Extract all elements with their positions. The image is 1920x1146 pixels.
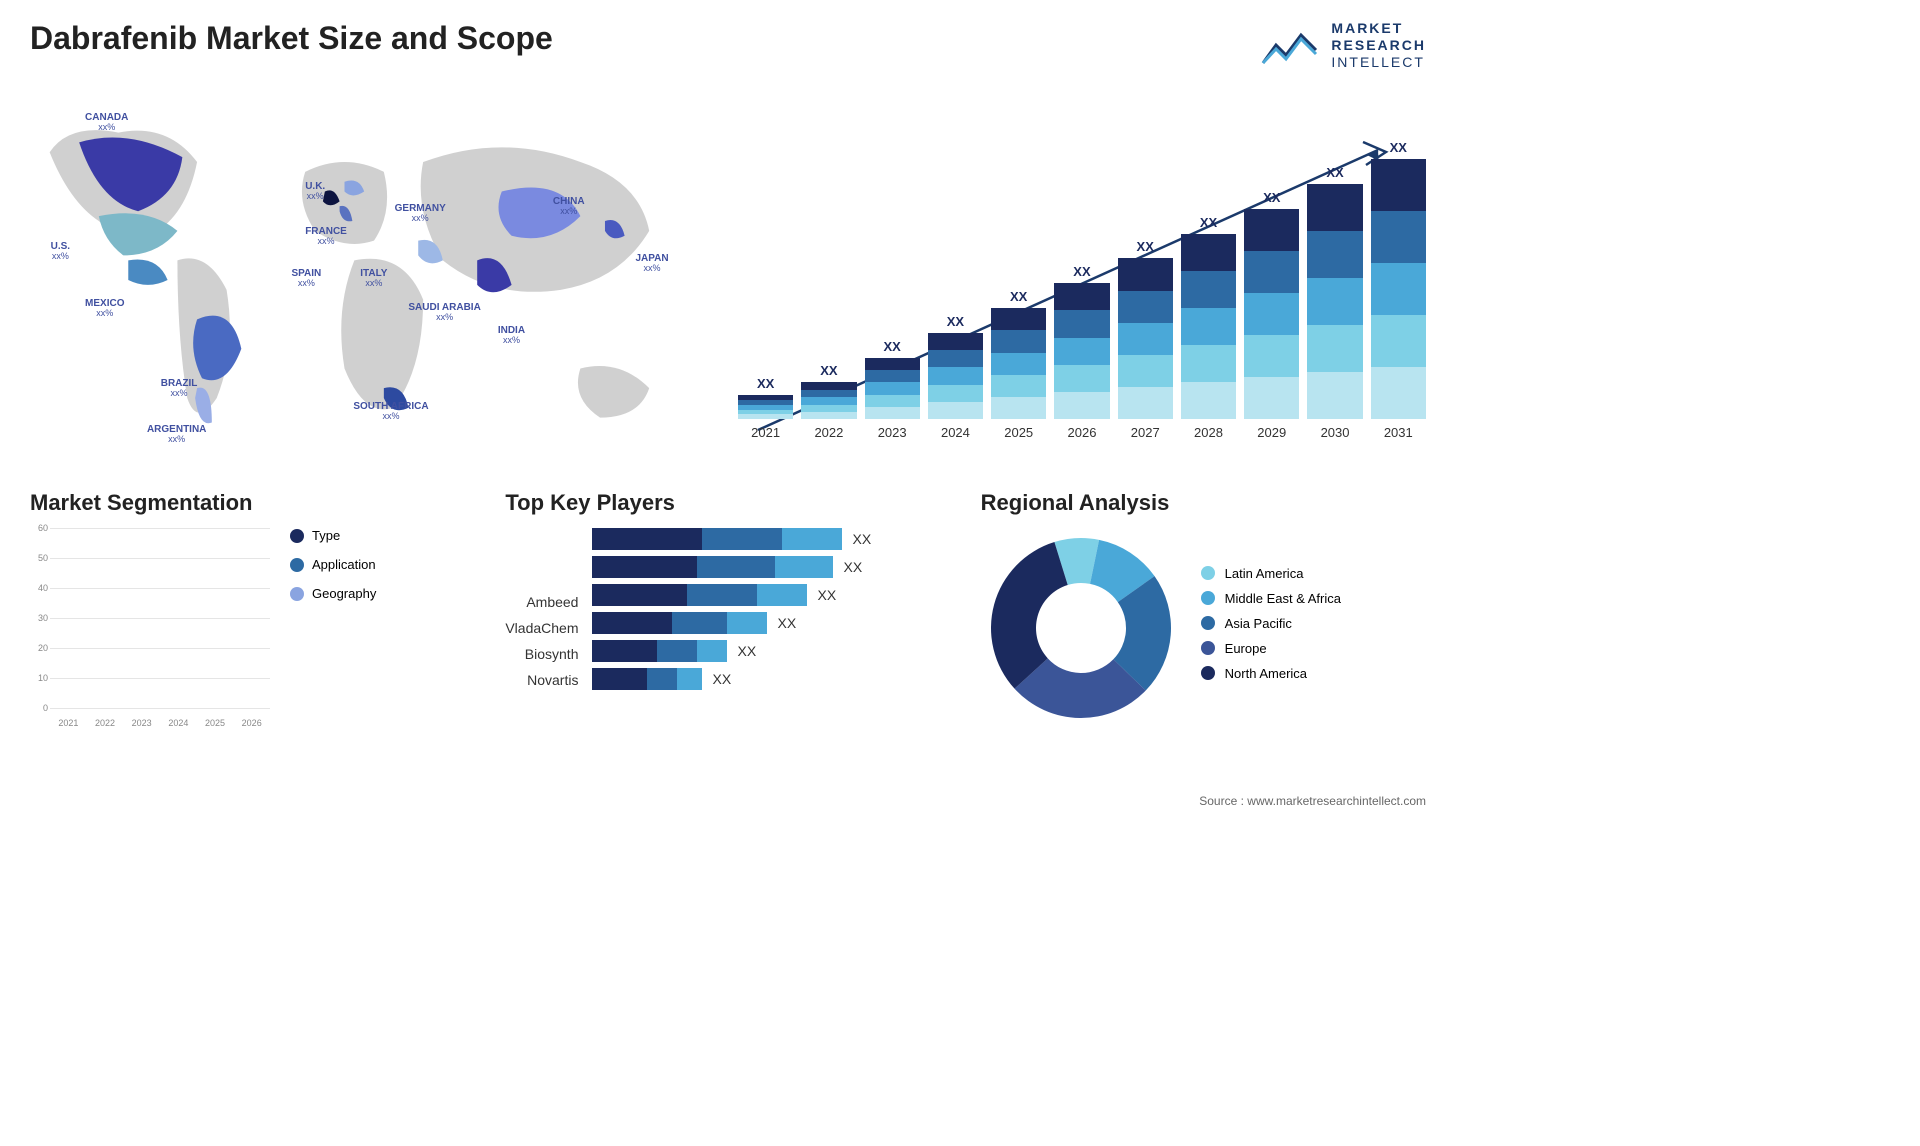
map-country-label: ITALYxx% [360, 269, 387, 288]
map-country-label: FRANCExx% [305, 227, 347, 246]
keyplayer-bar: XX [592, 640, 950, 662]
forecast-year-label: 2025 [1004, 425, 1033, 440]
forecast-bar: XX 2026 [1054, 264, 1109, 440]
keyplayer-value-label: XX [737, 643, 756, 659]
regional-legend-item: Europe [1201, 641, 1341, 656]
forecast-bar: XX 2021 [738, 376, 793, 441]
segmentation-legend: Type Application Geography [290, 528, 376, 728]
forecast-bar: XX 2029 [1244, 190, 1299, 440]
page-title: Dabrafenib Market Size and Scope [30, 20, 553, 57]
logo-line1: MARKET [1331, 20, 1426, 37]
segmentation-legend-item: Type [290, 528, 376, 543]
forecast-year-label: 2022 [814, 425, 843, 440]
map-country-label: JAPANxx% [635, 254, 668, 273]
segmentation-year-label: 2022 [87, 718, 124, 728]
map-country-label: MEXICOxx% [85, 299, 124, 318]
regional-legend-item: Asia Pacific [1201, 616, 1341, 631]
forecast-value-label: XX [1326, 165, 1343, 180]
segmentation-legend-item: Geography [290, 586, 376, 601]
forecast-bar: XX 2027 [1118, 239, 1173, 440]
forecast-value-label: XX [1073, 264, 1090, 279]
forecast-value-label: XX [820, 363, 837, 378]
segmentation-title: Market Segmentation [30, 490, 475, 516]
logo-line3: INTELLECT [1331, 54, 1426, 71]
keyplayer-bar: XX [592, 612, 950, 634]
segmentation-legend-item: Application [290, 557, 376, 572]
keyplayer-name: Ambeed [505, 594, 578, 610]
keyplayers-names: Ambeed VladaChem Biosynth Novartis [505, 528, 578, 690]
map-country-label: ARGENTINAxx% [147, 425, 206, 444]
keyplayer-bar: XX [592, 528, 950, 550]
segmentation-chart: 0102030405060 202120222023202420252026 [30, 528, 270, 728]
forecast-year-label: 2028 [1194, 425, 1223, 440]
forecast-year-label: 2023 [878, 425, 907, 440]
forecast-value-label: XX [947, 314, 964, 329]
forecast-bar: XX 2028 [1181, 215, 1236, 441]
forecast-year-label: 2024 [941, 425, 970, 440]
regional-legend-item: North America [1201, 666, 1341, 681]
forecast-year-label: 2021 [751, 425, 780, 440]
keyplayer-value-label: XX [777, 615, 796, 631]
keyplayer-value-label: XX [817, 587, 836, 603]
regional-legend: Latin America Middle East & Africa Asia Pa… [1201, 566, 1341, 691]
keyplayers-chart: XX XX XX XX XX XX [592, 528, 950, 690]
logo-icon [1261, 25, 1321, 65]
world-map-panel: CANADAxx% U.S.xx% MEXICOxx% BRAZILxx% ARGENT… [30, 90, 718, 470]
map-country-label: CANADAxx% [85, 113, 128, 132]
regional-legend-item: Middle East & Africa [1201, 591, 1341, 606]
map-country-label: SOUTH AFRICAxx% [353, 402, 428, 421]
forecast-value-label: XX [1390, 140, 1407, 155]
forecast-value-label: XX [1010, 289, 1027, 304]
keyplayer-name: VladaChem [505, 620, 578, 636]
keyplayers-title: Top Key Players [505, 490, 950, 516]
map-country-label: SPAINxx% [291, 269, 321, 288]
keyplayer-name: Novartis [505, 672, 578, 688]
forecast-year-label: 2027 [1131, 425, 1160, 440]
keyplayer-bar: XX [592, 556, 950, 578]
forecast-value-label: XX [1137, 239, 1154, 254]
segmentation-year-label: 2021 [50, 718, 87, 728]
regional-panel: Regional Analysis Latin America Middle Ea… [981, 490, 1426, 728]
map-country-label: GERMANYxx% [395, 204, 446, 223]
segmentation-year-label: 2024 [160, 718, 197, 728]
keyplayer-value-label: XX [712, 671, 731, 687]
forecast-bar: XX 2031 [1371, 140, 1426, 440]
forecast-value-label: XX [1263, 190, 1280, 205]
regional-legend-item: Latin America [1201, 566, 1341, 581]
forecast-bar: XX 2024 [928, 314, 983, 441]
keyplayers-panel: Top Key Players Ambeed VladaChem Biosynth N… [505, 490, 950, 728]
map-country-label: U.S.xx% [51, 242, 70, 261]
regional-title: Regional Analysis [981, 490, 1426, 516]
forecast-bar: XX 2022 [801, 363, 856, 440]
segmentation-year-label: 2025 [197, 718, 234, 728]
forecast-bar: XX 2030 [1307, 165, 1362, 440]
map-country-label: INDIAxx% [498, 326, 525, 345]
logo: MARKET RESEARCH INTELLECT [1261, 20, 1426, 70]
segmentation-year-label: 2023 [123, 718, 160, 728]
map-country-label: BRAZILxx% [161, 379, 198, 398]
segmentation-year-label: 2026 [233, 718, 270, 728]
segmentation-panel: Market Segmentation 0102030405060 202120… [30, 490, 475, 728]
forecast-year-label: 2030 [1321, 425, 1350, 440]
forecast-value-label: XX [1200, 215, 1217, 230]
source-label: Source : www.marketresearchintellect.com [1199, 794, 1426, 808]
keyplayer-value-label: XX [843, 559, 862, 575]
forecast-bar: XX 2023 [865, 339, 920, 441]
forecast-chart-panel: XX 2021 XX 2022 XX 2023 XX 2024 XX 2025 XX 2026 XX 20… [738, 90, 1426, 470]
forecast-year-label: 2029 [1257, 425, 1286, 440]
keyplayer-value-label: XX [852, 531, 871, 547]
regional-donut-chart [981, 528, 1181, 728]
map-country-label: SAUDI ARABIAxx% [408, 303, 480, 322]
forecast-value-label: XX [757, 376, 774, 391]
map-country-label: U.K.xx% [305, 182, 325, 201]
forecast-bar: XX 2025 [991, 289, 1046, 440]
keyplayer-bar: XX [592, 584, 950, 606]
logo-line2: RESEARCH [1331, 37, 1426, 54]
forecast-year-label: 2031 [1384, 425, 1413, 440]
forecast-year-label: 2026 [1068, 425, 1097, 440]
keyplayer-bar: XX [592, 668, 950, 690]
map-country-label: CHINAxx% [553, 197, 585, 216]
keyplayer-name: Biosynth [505, 646, 578, 662]
forecast-value-label: XX [883, 339, 900, 354]
